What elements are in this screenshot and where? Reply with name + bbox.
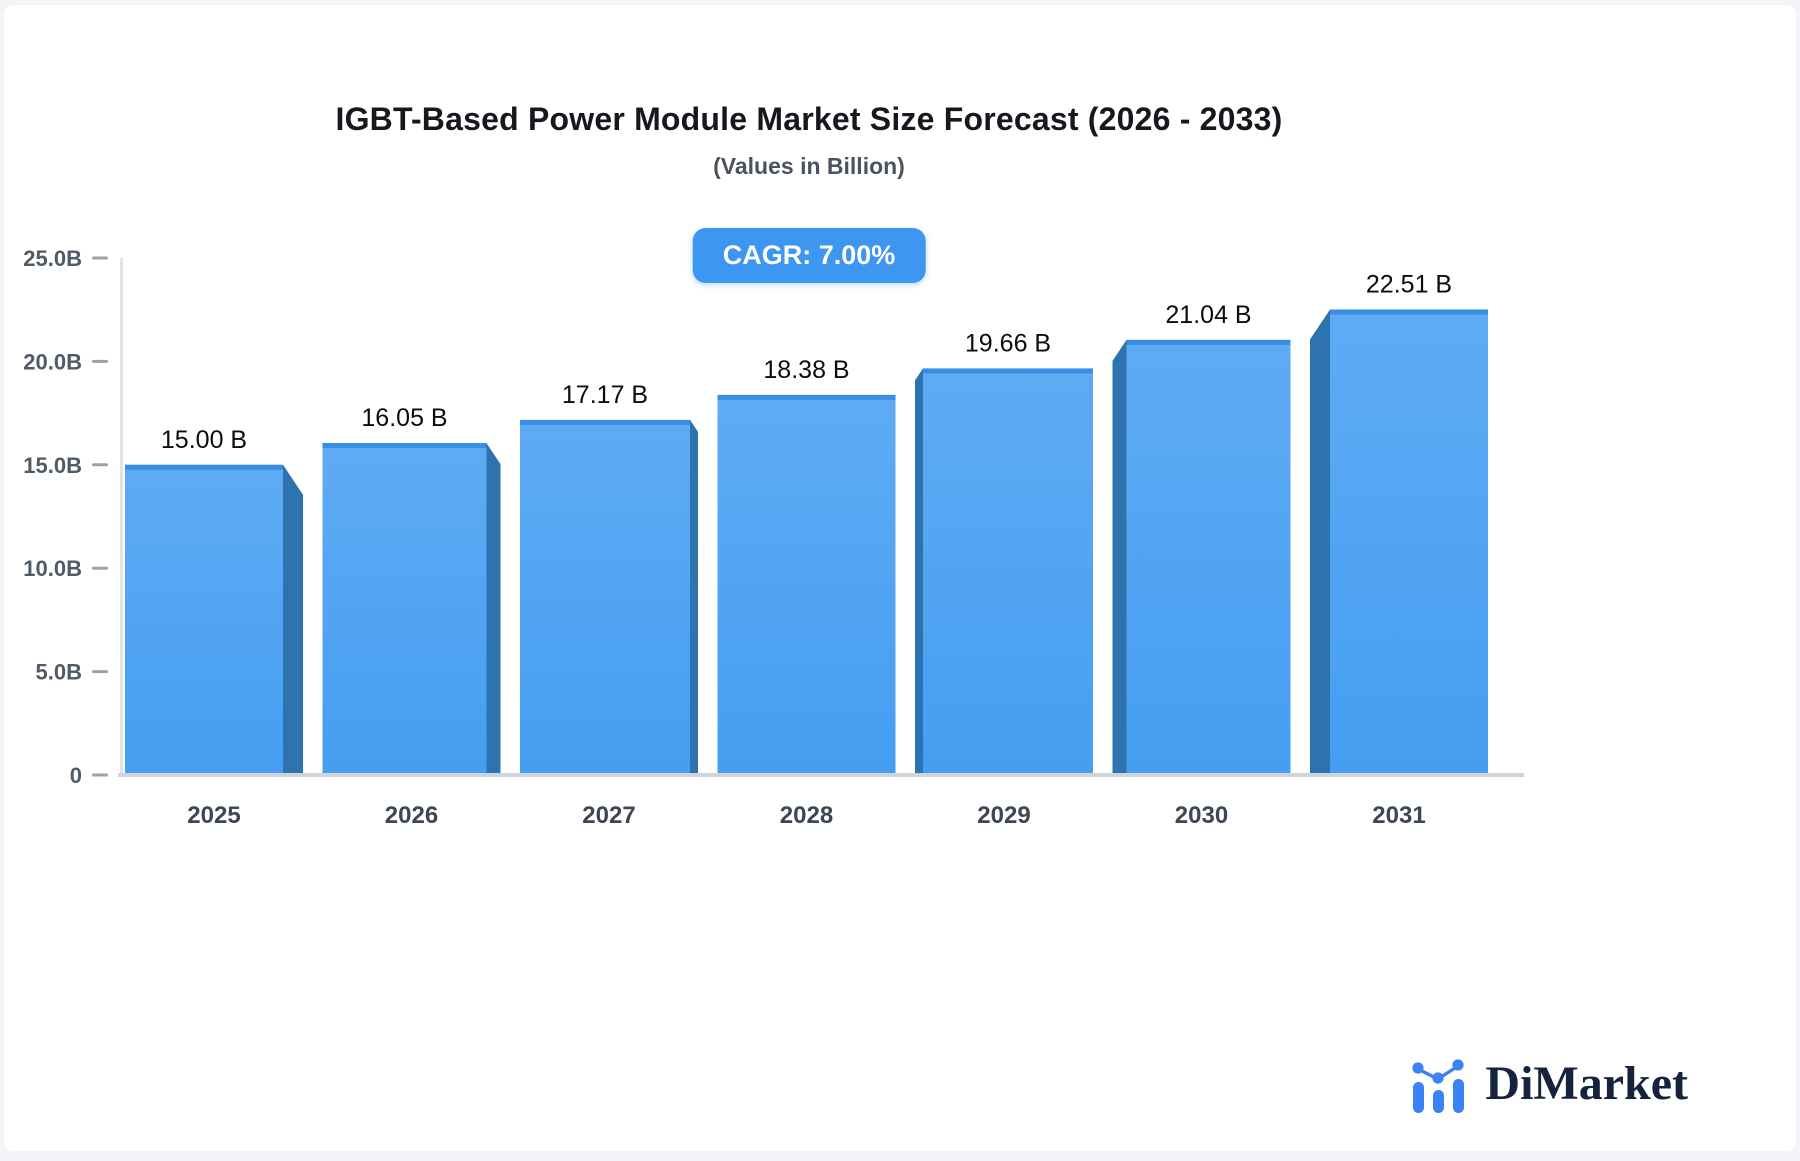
y-tick-dash [92,566,108,570]
bar-top-edge [322,443,487,449]
chart-title: IGBT-Based Power Module Market Size Fore… [335,101,1283,137]
bar-2030: 21.04 B [1112,301,1291,775]
bar-2026: 16.05 B [322,404,501,775]
y-tick-dash [92,773,108,777]
bar-2025: 15.00 B [125,426,303,775]
bar-chart: 0 5.0B 10.0B 15.0B 20.0B 25.0B 15.00 B 16.05 B 1… [23,246,1524,829]
bar-value-label: 16.05 B [361,404,447,432]
bar-value-label: 18.38 B [763,356,849,384]
x-tick-label: 2027 [582,802,635,829]
bar-2028: 18.38 B [717,356,896,775]
bar-body [717,394,896,775]
y-tick-label: 15.0B [23,453,82,478]
bar-top-edge [520,419,690,425]
y-tick-dash [92,359,108,363]
x-axis-line [118,773,1524,777]
x-tick-label: 2029 [977,802,1030,829]
bar-side-face [915,368,923,775]
bar-top-edge [717,394,896,400]
y-tick-dash [92,256,108,260]
y-tick-label: 0 [70,763,82,788]
y-axis-line [120,258,123,775]
bar-side-face [690,419,698,775]
bar-top-edge [923,368,1093,374]
x-tick-label: 2028 [780,802,833,829]
bar-body [923,368,1093,775]
bar-body [1330,309,1488,775]
bar-2029: 19.66 B [915,329,1093,775]
x-tick-label: 2031 [1372,802,1425,829]
bar-2027: 17.17 B [520,381,698,775]
x-tick-label: 2030 [1175,802,1228,829]
brand-logo-text: DiMarket [1485,1057,1688,1110]
y-tick-label: 10.0B [23,556,82,581]
y-tick-label: 5.0B [36,660,82,685]
y-tick-dash [92,670,108,674]
x-tick-label: 2026 [385,802,438,829]
bar-value-label: 19.66 B [965,329,1051,357]
chart-subtitle: (Values in Billion) [713,153,905,179]
bar-value-label: 15.00 B [161,426,247,454]
y-tick-label: 20.0B [23,349,82,374]
bar-value-label: 21.04 B [1165,301,1251,329]
bar-top-edge [125,464,283,470]
bar-body [322,443,487,775]
y-tick-dash [92,463,108,467]
y-tick-label: 25.0B [23,246,82,271]
bar-body [1126,339,1291,775]
bar-body [125,464,283,775]
bar-value-label: 22.51 B [1366,270,1452,298]
bar-side-face [486,443,501,775]
bar-body [520,419,690,775]
brand-logo: DiMarket [1407,1053,1688,1115]
bar-side-face [1112,339,1127,775]
bar-top-edge [1126,339,1291,345]
chart-card: IGBT-Based Power Module Market Size Fore… [4,5,1796,1151]
bar-value-label: 17.17 B [562,381,648,409]
mini-bar-chart-icon [1412,1059,1465,1113]
bar-side-face [283,464,303,775]
bar-top-edge [1330,309,1488,315]
x-tick-label: 2025 [187,802,240,829]
cagr-badge: CAGR: 7.00% [692,228,926,283]
bar-side-face [1310,309,1330,775]
bar-2031: 22.51 B [1310,270,1488,775]
